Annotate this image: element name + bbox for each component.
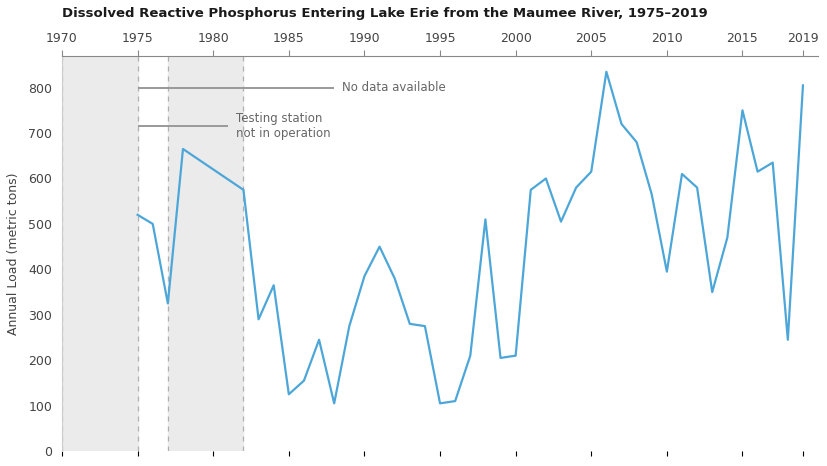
Text: Dissolved Reactive Phosphorus Entering Lake Erie from the Maumee River, 1975–201: Dissolved Reactive Phosphorus Entering L… — [62, 7, 707, 20]
Y-axis label: Annual Load (metric tons): Annual Load (metric tons) — [7, 172, 20, 335]
Text: No data available: No data available — [342, 81, 445, 94]
Bar — [62, 56, 137, 451]
Text: Testing station
not in operation: Testing station not in operation — [236, 112, 330, 140]
Bar — [168, 56, 243, 451]
